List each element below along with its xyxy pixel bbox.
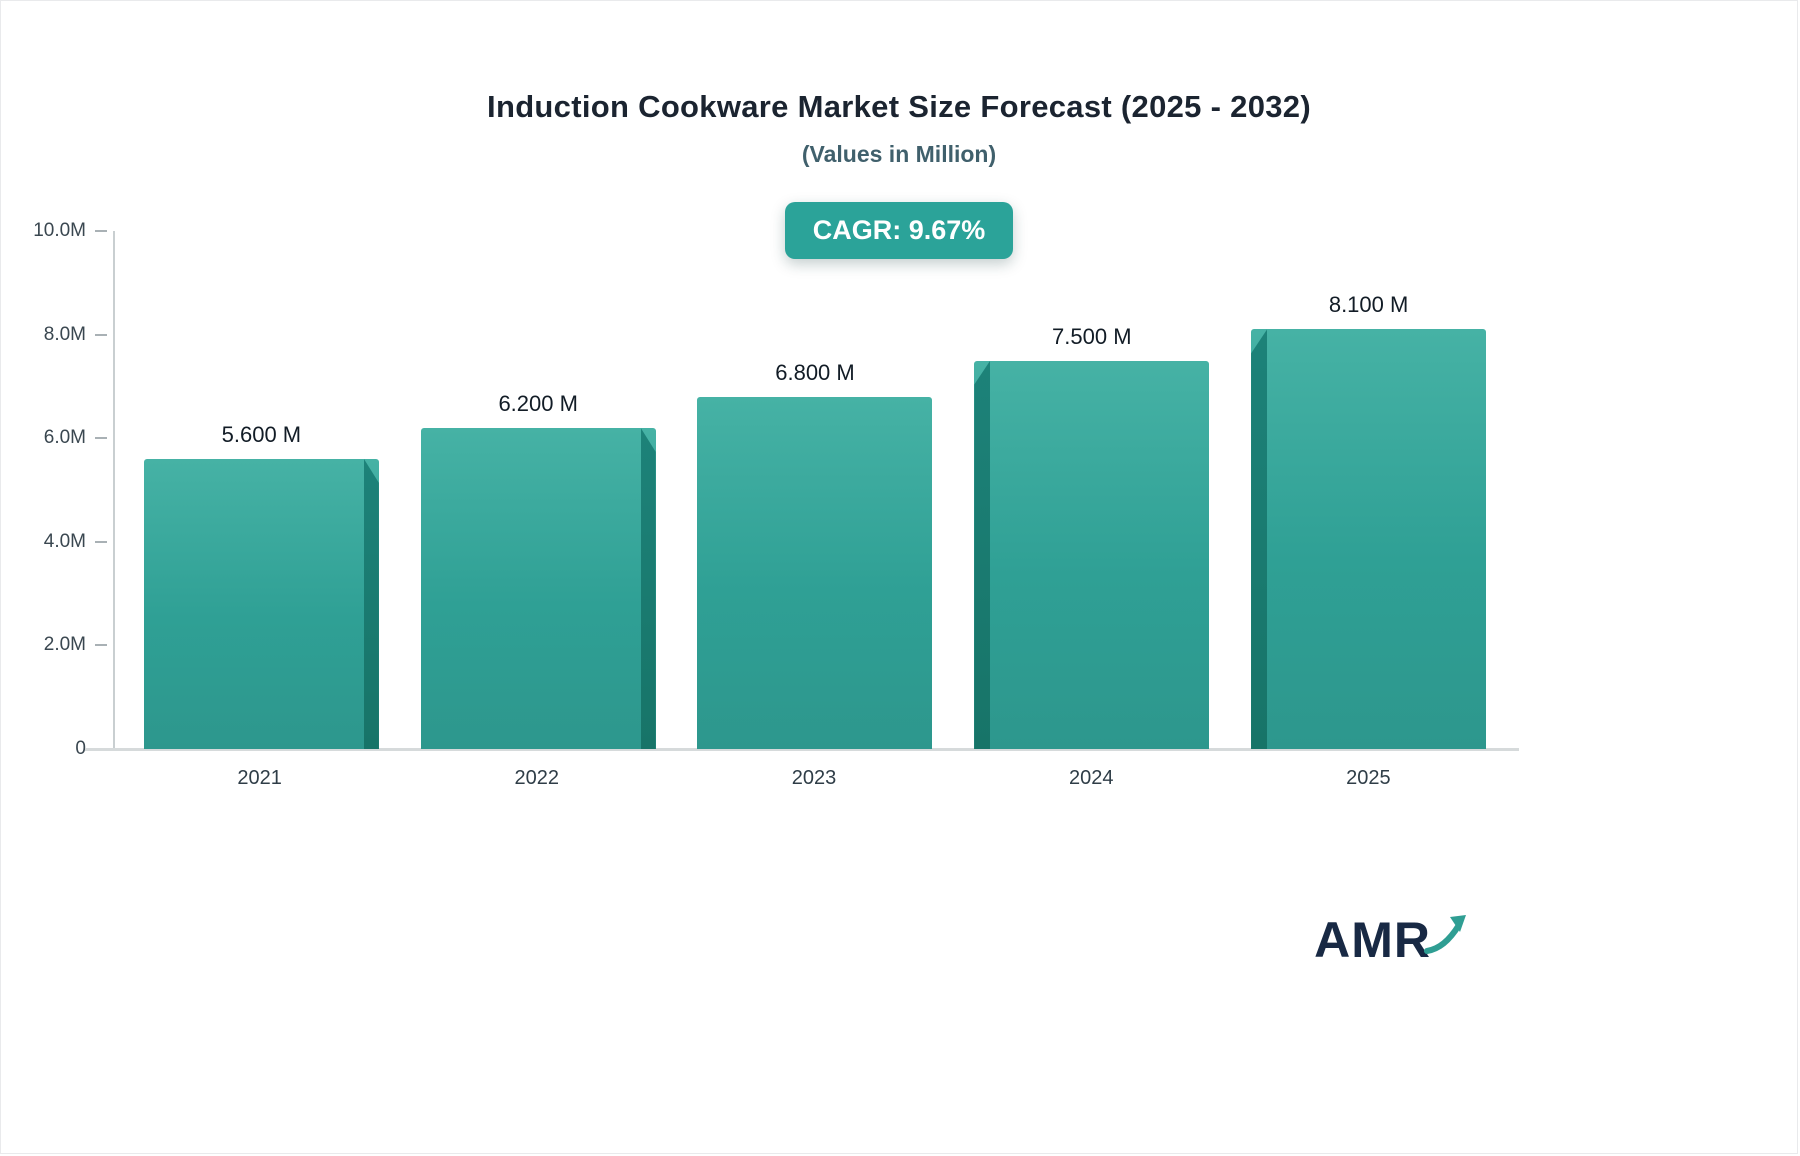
y-tick: 6.0M	[44, 427, 107, 449]
x-axis: 2021 2022 2023 2024 2025	[113, 767, 1515, 790]
bar-value-label: 7.500 M	[1052, 323, 1132, 349]
x-axis-label: 2021	[237, 767, 282, 789]
y-tick-label: 10.0M	[33, 220, 86, 241]
bar-2021[interactable]: 5.600 M	[143, 422, 379, 749]
amr-logo-text: AMR	[1314, 912, 1431, 968]
x-axis-line	[85, 748, 1519, 751]
x-axis-label: 2025	[1346, 767, 1391, 789]
tick-mark	[95, 540, 107, 543]
x-axis-label: 2022	[514, 767, 560, 789]
y-tick: 8.0M	[44, 324, 107, 346]
tick-mark	[95, 644, 107, 647]
bar-2025[interactable]: 8.100 M	[1251, 292, 1487, 749]
tick-mark	[95, 230, 107, 232]
y-tick: 10.0M	[33, 220, 107, 242]
bar-slot: 6.200 M	[400, 231, 677, 749]
bar-value-label: 6.200 M	[498, 390, 578, 416]
tick-mark	[95, 437, 107, 440]
y-axis: 10.0M 8.0M 6.0M 4.0M 2.0M 0	[25, 220, 113, 759]
y-tick-label: 6.0M	[43, 427, 86, 449]
y-tick-label: 8.0M	[43, 323, 86, 345]
y-tick-label: 2.0M	[43, 634, 86, 656]
tick-mark	[95, 333, 107, 336]
bar-chart: 10.0M 8.0M 6.0M 4.0M 2.0M 0 5.600 M 6.200 M 6.8…	[25, 220, 1519, 790]
cagr-badge-row: CAGR: 9.67%	[1, 202, 1797, 259]
chart-subtitle: (Values in Million)	[801, 141, 997, 167]
bar-slot: 8.100 M	[1230, 231, 1507, 749]
chart-header: Induction Cookware Market Size Forecast …	[119, 89, 1679, 168]
x-axis-label: 2024	[1068, 767, 1114, 789]
bar-slot: 7.500 M	[953, 231, 1230, 749]
bar-value-label: 6.800 M	[775, 359, 855, 385]
y-tick-label: 4.0M	[43, 530, 86, 552]
x-axis-label: 2023	[791, 767, 837, 789]
plot-area: 5.600 M 6.200 M 6.800 M 7.500 M 8.100 M	[85, 231, 1519, 751]
cagr-badge: CAGR: 9.67%	[784, 202, 1014, 259]
bar-slot: 6.800 M	[677, 231, 954, 749]
bar-value-label: 8.100 M	[1328, 292, 1409, 318]
bar-2024[interactable]: 7.500 M	[974, 324, 1210, 749]
plot-wrap: 5.600 M 6.200 M 6.800 M 7.500 M 8.100 M 2021…	[85, 231, 1519, 790]
bar-value-label: 5.600 M	[221, 421, 302, 447]
bar-2022[interactable]: 6.200 M	[420, 391, 656, 749]
bar-slot: 5.600 M	[123, 231, 400, 749]
y-tick: 2.0M	[44, 634, 107, 656]
bar-2023[interactable]: 6.800 M	[697, 360, 933, 749]
chart-title: Induction Cookware Market Size Forecast …	[487, 89, 1311, 124]
trend-up-arrow-icon	[1424, 915, 1466, 954]
y-tick-label: 0	[75, 738, 86, 759]
y-tick: 4.0M	[44, 531, 107, 553]
amr-logo: AMR	[1314, 913, 1469, 965]
